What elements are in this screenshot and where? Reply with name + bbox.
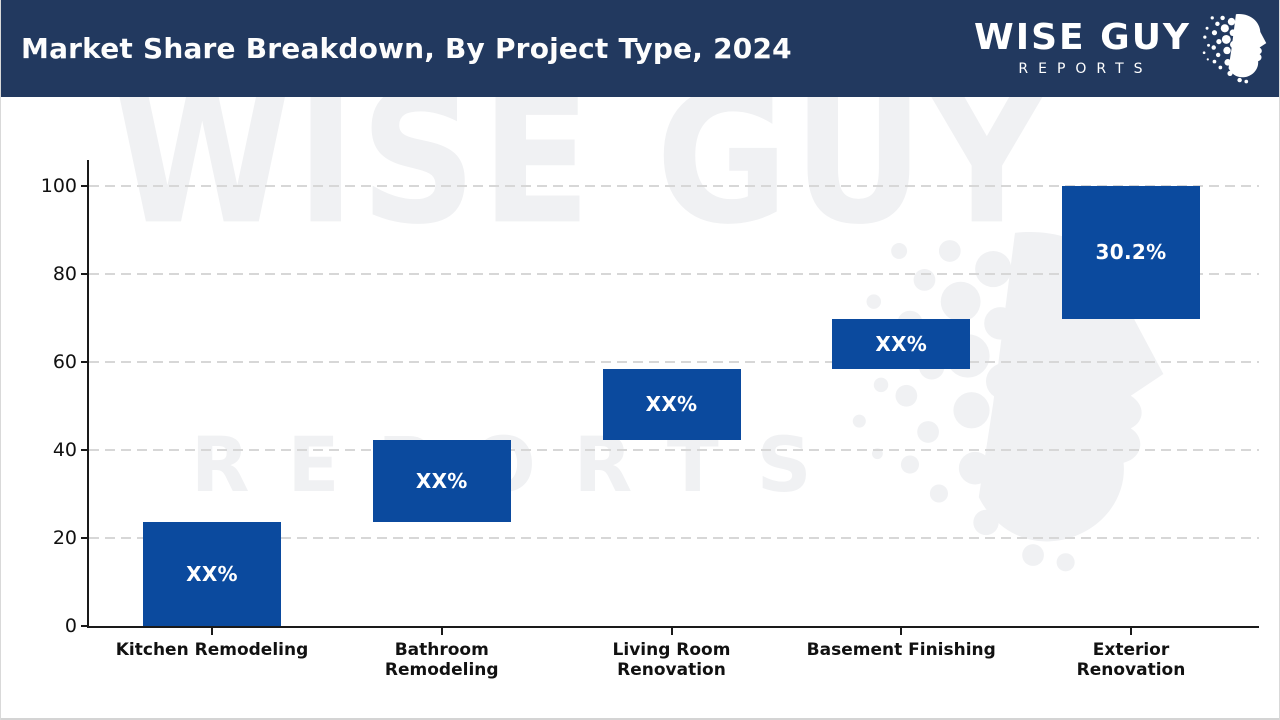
watermark-wordmark: WISE GUY (113, 54, 1050, 265)
y-tick-80 (81, 273, 89, 275)
bottom-border (1, 718, 1279, 720)
y-tick-20 (81, 537, 89, 539)
bar-living-room-renovation: XX% (602, 369, 741, 440)
wiseguy-head-icon (1193, 9, 1267, 89)
y-tick-0 (81, 625, 89, 627)
x-tick-kitchen-remodeling (211, 628, 213, 635)
x-tick-living-room-renovation (670, 628, 673, 635)
y-tick-label-0: 0 (64, 615, 77, 637)
y-tick-label-60: 60 (52, 351, 77, 373)
bar-basement-finishing: XX% (832, 318, 971, 370)
x-axis-label-kitchen-remodeling: Kitchen Remodeling (115, 640, 309, 660)
y-tick-40 (81, 449, 89, 451)
y-axis-line (87, 160, 89, 628)
y-tick-label-40: 40 (52, 439, 77, 461)
bar-exterior-renovation: 30.2% (1062, 186, 1200, 319)
brand-name: WISE GUY (973, 17, 1191, 58)
gridline-60 (89, 361, 1259, 363)
y-tick-100 (81, 185, 89, 187)
x-axis-label-living-room-renovation: Living Room Renovation (612, 640, 731, 680)
x-axis-label-bathroom-remodeling: Bathroom Remodeling (384, 640, 499, 680)
x-axis-line (87, 626, 1259, 628)
x-tick-exterior-renovation (1130, 628, 1132, 635)
y-tick-label-80: 80 (52, 263, 77, 285)
gridline-20 (89, 537, 1259, 539)
gridline-40 (89, 449, 1259, 451)
x-axis-label-basement-finishing: Basement Finishing (806, 640, 996, 660)
bar-value-label: XX% (645, 392, 698, 417)
bar-value-label: XX% (186, 562, 238, 587)
y-tick-label-20: 20 (52, 527, 77, 549)
brand-logo: WISE GUY REPORTS (974, 9, 1267, 89)
bar-value-label: XX% (875, 331, 928, 356)
bar-value-label: XX% (415, 469, 468, 493)
x-tick-bathroom-remodeling (440, 628, 443, 635)
x-axis-label-exterior-renovation: Exterior Renovation (1076, 640, 1186, 680)
bar-kitchen-remodeling: XX% (143, 522, 281, 626)
brand-wordmark: WISE GUY REPORTS (973, 17, 1191, 78)
watermark-reports: REPORTS (191, 420, 850, 509)
y-tick-60 (81, 361, 89, 363)
header-bar: Market Share Breakdown, By Project Type,… (1, 0, 1279, 97)
plot-area: WISE GUY REPORTS 0 20 40 60 80 100 XX% Kitchen … (1, 69, 1279, 718)
gridline-100 (89, 185, 1259, 187)
y-tick-label-100: 100 (40, 175, 77, 197)
gridline-80 (89, 273, 1259, 275)
x-tick-basement-finishing (900, 628, 903, 635)
chart-title: Market Share Breakdown, By Project Type,… (21, 32, 792, 65)
bar-value-label: 30.2% (1095, 240, 1167, 265)
brand-subtitle: REPORTS (1018, 61, 1153, 77)
bar-bathroom-remodeling: XX% (372, 439, 511, 523)
